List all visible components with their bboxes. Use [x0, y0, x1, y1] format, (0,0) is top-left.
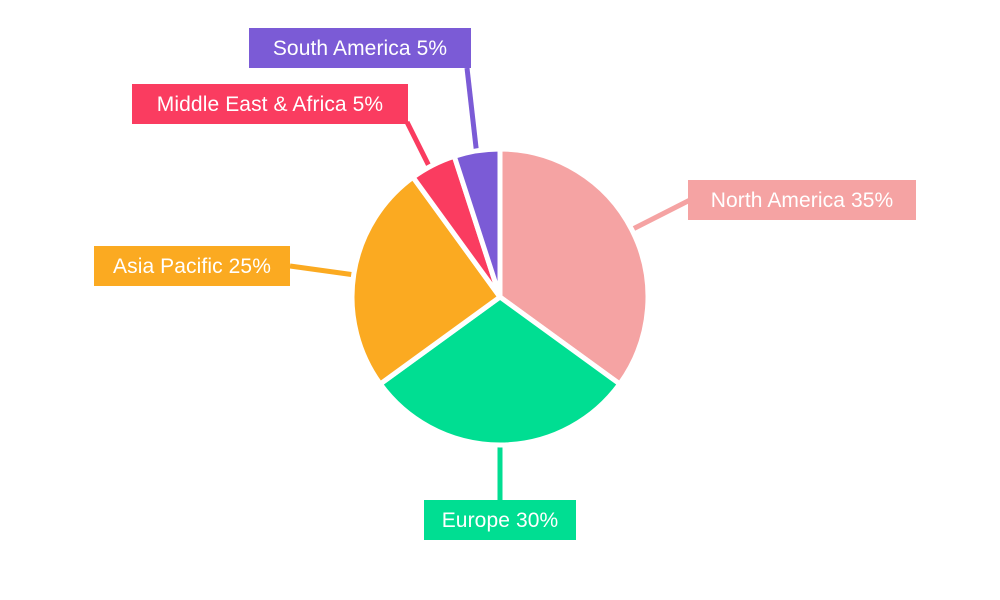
leader-line-south-america [464, 67, 480, 157]
pie-label-north-america[interactable]: North America 35% [688, 180, 916, 220]
pie-slice-asia-pacific[interactable] [349, 174, 503, 387]
leader-line-north-america [627, 197, 692, 234]
pie-slices [349, 146, 651, 448]
pie-label-south-america[interactable]: South America 5% [249, 28, 471, 68]
pie-slice-south-america[interactable] [451, 146, 503, 300]
pie-label-asia-pacific[interactable]: Asia Pacific 25% [94, 246, 290, 286]
leader-line-asia-pacific [289, 263, 356, 278]
pie-label-europe-text: Europe 30% [441, 508, 559, 532]
pie-label-asia-pacific-text: Asia Pacific 25% [112, 254, 271, 278]
pie-slice-north-america[interactable] [497, 146, 651, 387]
pie-slice-europe[interactable] [377, 294, 623, 448]
pie-label-south-america-text: South America 5% [272, 36, 448, 60]
pie-label-europe[interactable]: Europe 30% [424, 500, 576, 540]
pie-label-middle-east-africa[interactable]: Middle East & Africa 5% [132, 84, 408, 124]
pie-label-middle-east-africa-text: Middle East & Africa 5% [156, 92, 384, 116]
pie-label-north-america-text: North America 35% [710, 188, 894, 212]
